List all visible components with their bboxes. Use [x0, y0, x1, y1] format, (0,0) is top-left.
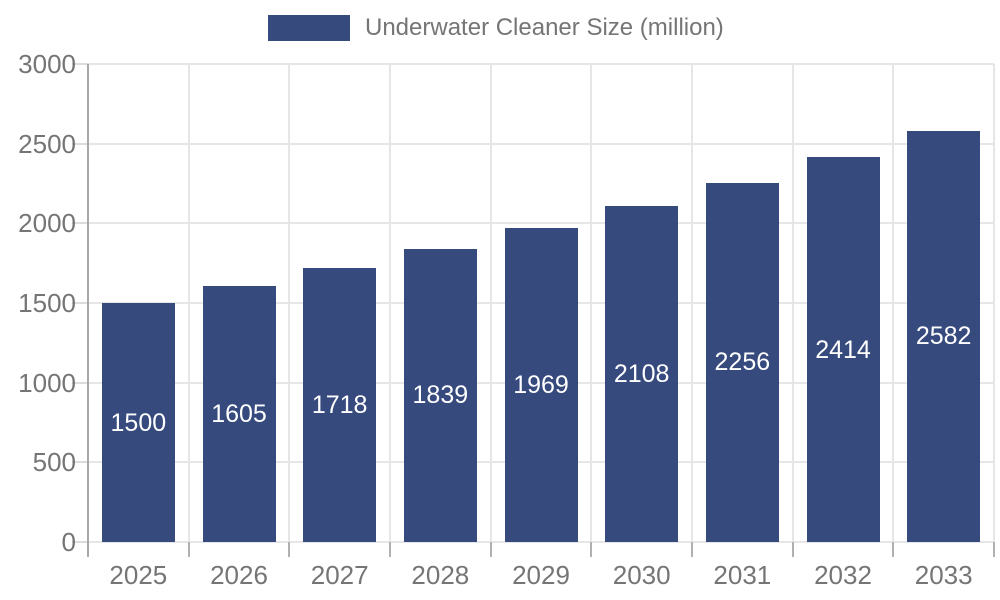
gridline-vertical: [389, 64, 391, 542]
x-tick-label: 2028: [411, 560, 470, 590]
x-tick-label: 2030: [612, 560, 671, 590]
y-tick-label: 2000: [18, 208, 76, 239]
y-axis-tick: [72, 381, 88, 384]
y-tick-label: 3000: [18, 49, 76, 79]
bar-value-label: 1605: [211, 400, 267, 429]
bar-2030[interactable]: 2108: [605, 206, 679, 542]
x-tick-label: 2025: [109, 560, 168, 590]
gridline-vertical: [791, 64, 794, 542]
x-axis-tick: [691, 542, 693, 557]
y-axis-tick: [72, 222, 88, 225]
legend-swatch: [268, 15, 350, 41]
x-axis-tick: [993, 542, 995, 557]
y-axis-tick: [72, 461, 88, 464]
y-tick-label: 0: [61, 527, 76, 557]
x-tick-label: 2027: [310, 560, 369, 590]
bar-2028[interactable]: 1839: [403, 248, 477, 542]
bar-value-label: 1969: [513, 371, 569, 400]
chart-legend[interactable]: Underwater Cleaner Size (million): [268, 14, 724, 42]
x-axis-tick: [489, 542, 492, 557]
x-axis-tick: [892, 542, 895, 557]
gridline-horizontal: [88, 541, 994, 543]
gridline-vertical: [288, 64, 291, 542]
bar-2031[interactable]: 2256: [705, 182, 779, 542]
y-axis-line: [87, 64, 89, 557]
bar-value-label: 2414: [815, 335, 871, 364]
gridline-vertical: [590, 64, 593, 542]
gridline-vertical: [489, 64, 492, 542]
x-tick-label: 2031: [713, 560, 772, 590]
y-axis-tick: [72, 541, 88, 543]
y-axis-tick: [72, 142, 88, 145]
gridline-horizontal: [88, 222, 994, 225]
bar-2029[interactable]: 1969: [504, 228, 578, 542]
bar-2033[interactable]: 2582: [907, 130, 981, 542]
y-tick-label: 500: [32, 447, 76, 478]
y-tick-label: 1500: [18, 288, 76, 318]
y-tick-label: 2500: [18, 128, 76, 159]
bar-value-label: 1718: [311, 391, 368, 420]
bar-value-label: 2108: [613, 360, 670, 389]
x-tick-label: 2032: [814, 560, 872, 590]
x-axis-tick: [288, 542, 291, 557]
x-axis-tick: [389, 542, 391, 557]
y-tick-label: 1000: [18, 367, 76, 398]
gridline-vertical: [691, 64, 693, 542]
bar-2025[interactable]: 1500: [101, 303, 175, 542]
bar-2026[interactable]: 1605: [202, 286, 276, 542]
gridline-vertical: [993, 64, 995, 542]
bar-value-label: 2256: [714, 348, 771, 377]
bar-value-label: 1839: [412, 381, 469, 410]
legend-label: Underwater Cleaner Size (million): [365, 14, 724, 41]
gridline-horizontal: [88, 63, 994, 65]
gridline-vertical: [892, 64, 895, 542]
gridline-horizontal: [88, 142, 994, 145]
bar-2027[interactable]: 1718: [303, 268, 377, 542]
x-tick-label: 2026: [210, 560, 268, 590]
y-axis-tick: [72, 63, 88, 65]
bar-2032[interactable]: 2414: [806, 157, 880, 542]
bar-value-label: 2582: [915, 322, 972, 351]
x-axis-tick: [791, 542, 794, 557]
gridline-vertical: [187, 64, 190, 542]
x-axis-tick: [187, 542, 190, 557]
y-axis-tick: [72, 302, 88, 304]
bar-value-label: 1500: [110, 408, 167, 437]
x-tick-label: 2033: [914, 560, 973, 590]
x-axis-tick: [590, 542, 593, 557]
x-tick-label: 2029: [512, 560, 570, 590]
